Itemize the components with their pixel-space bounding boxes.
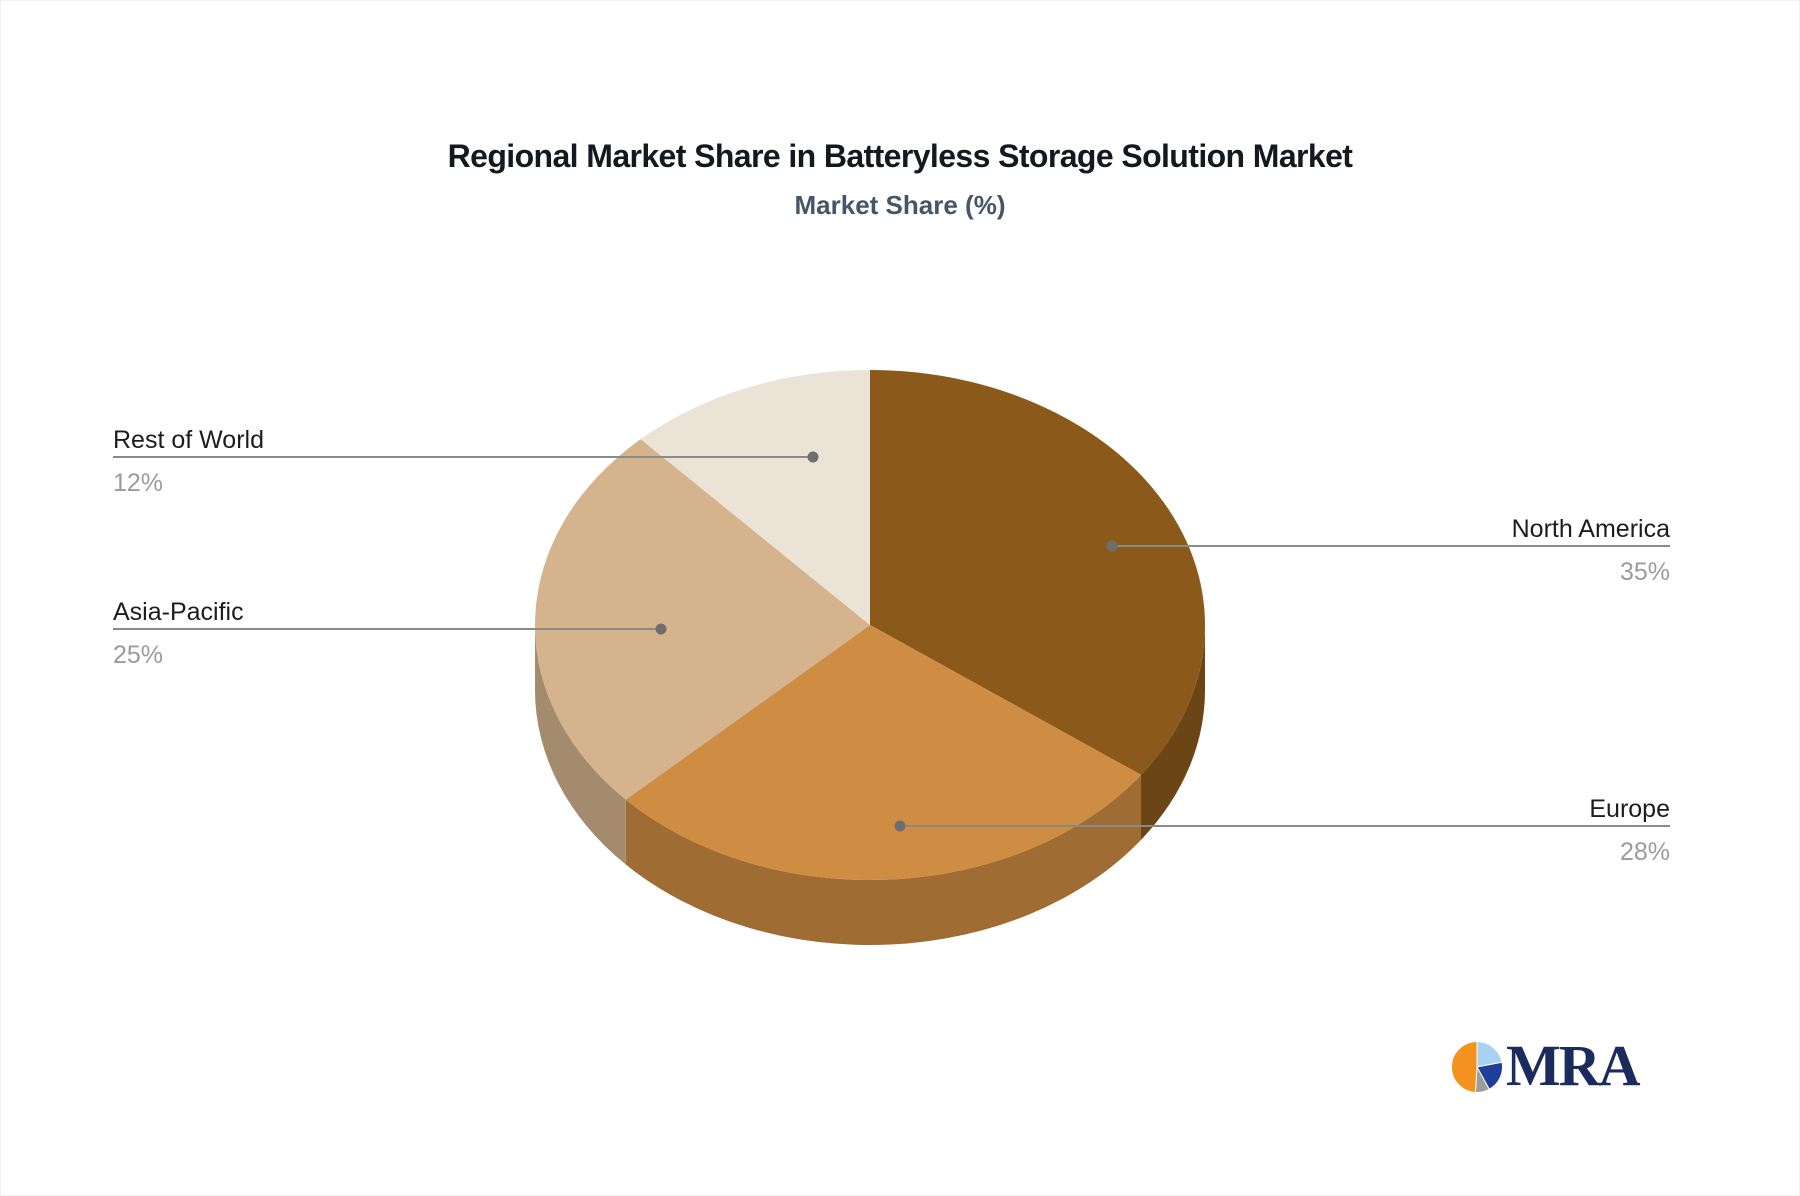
slice-percent-label-north-america: 35% — [1620, 558, 1670, 586]
leader-dot-asia-pacific — [655, 623, 667, 635]
leader-dot-europe — [894, 820, 906, 832]
slice-name-label-rest-of-world: Rest of World — [113, 426, 264, 454]
slice-name-label-asia-pacific: Asia-Pacific — [113, 598, 244, 626]
brand-logo: MRA — [1450, 1033, 1641, 1098]
pie-slice-europe[interactable] — [625, 625, 1142, 881]
logo-pie-slice-orange — [1451, 1040, 1478, 1093]
leader-dot-north-america — [1106, 540, 1118, 552]
pie-slice-asia-pacific[interactable] — [535, 439, 870, 800]
pie-labels: North America 35% Europe 28% Asia-Pacific 25%… — [113, 426, 1670, 866]
slice-name-label-north-america: North America — [1512, 515, 1670, 543]
pie-chart-icon — [1451, 1040, 1503, 1093]
slice-name-label-europe: Europe — [1589, 795, 1670, 823]
slice-percent-label-europe: 28% — [1620, 838, 1670, 866]
pie-slice-north-america[interactable] — [870, 370, 1206, 775]
brand-logo-text: MRA — [1506, 1033, 1641, 1098]
logo-pie-slice-light-blue — [1476, 1040, 1503, 1068]
pie-side-walls — [535, 625, 1205, 946]
pie-slice-side-europe — [625, 774, 1142, 946]
pie-slice-side-asia-pacific — [535, 625, 626, 865]
leader-dot-rest-of-world — [807, 451, 819, 463]
pie-slice-side-north-america — [1141, 625, 1205, 840]
chart-title: Regional Market Share in Batteryless Sto… — [447, 138, 1353, 174]
chart-subtitle: Market Share (%) — [794, 190, 1006, 220]
pie-slice-rest-of-world[interactable] — [640, 370, 870, 625]
pie-top-slices — [535, 370, 1206, 881]
slice-percent-label-rest-of-world: 12% — [113, 469, 163, 497]
slice-percent-label-asia-pacific: 25% — [113, 641, 163, 669]
